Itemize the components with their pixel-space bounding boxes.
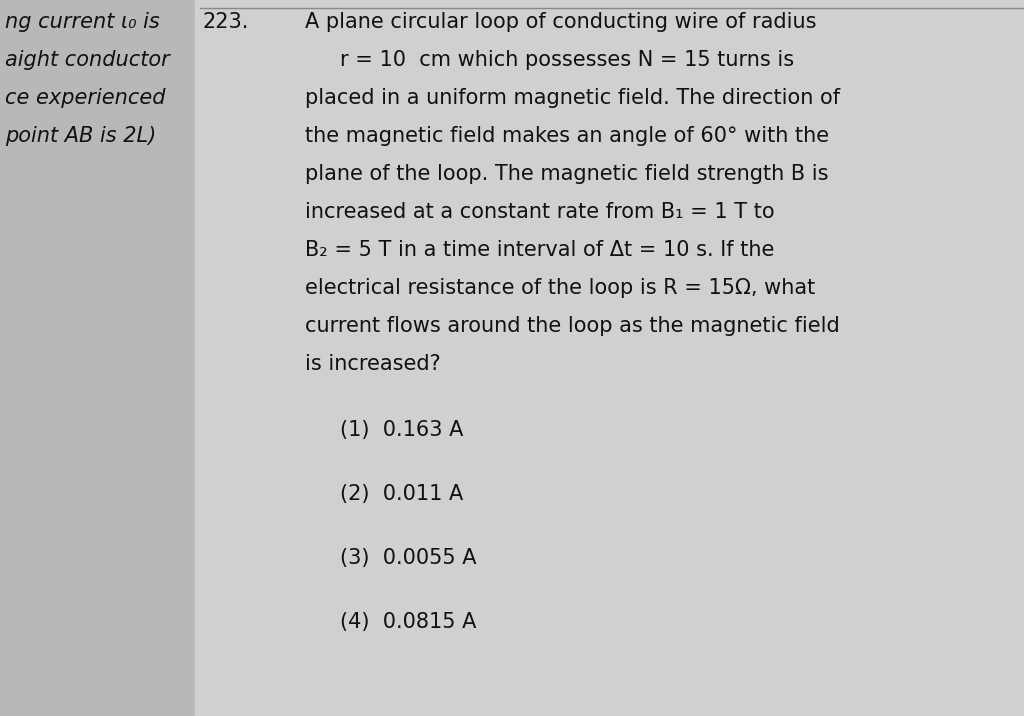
Bar bbox=[0, 0, 195, 716]
Text: A plane circular loop of conducting wire of radius: A plane circular loop of conducting wire… bbox=[305, 12, 816, 32]
Text: point AB is 2L): point AB is 2L) bbox=[5, 126, 157, 146]
Text: increased at a constant rate from B₁ = 1 T to: increased at a constant rate from B₁ = 1… bbox=[305, 202, 774, 222]
Text: B₂ = 5 T in a time interval of Δt = 10 s. If the: B₂ = 5 T in a time interval of Δt = 10 s… bbox=[305, 240, 774, 260]
Text: ce experienced: ce experienced bbox=[5, 88, 166, 108]
Text: current flows around the loop as the magnetic field: current flows around the loop as the mag… bbox=[305, 316, 840, 336]
Text: (3)  0.0055 A: (3) 0.0055 A bbox=[340, 548, 476, 568]
Text: aight conductor: aight conductor bbox=[5, 50, 170, 70]
Text: is increased?: is increased? bbox=[305, 354, 440, 374]
Text: electrical resistance of the loop is R = 15Ω, what: electrical resistance of the loop is R =… bbox=[305, 278, 815, 298]
Text: (4)  0.0815 A: (4) 0.0815 A bbox=[340, 612, 476, 632]
Bar bbox=[195, 0, 1024, 716]
Text: placed in a uniform magnetic field. The direction of: placed in a uniform magnetic field. The … bbox=[305, 88, 840, 108]
Text: (2)  0.011 A: (2) 0.011 A bbox=[340, 484, 463, 504]
Text: the magnetic field makes an angle of 60° with the: the magnetic field makes an angle of 60°… bbox=[305, 126, 829, 146]
Text: (1)  0.163 A: (1) 0.163 A bbox=[340, 420, 464, 440]
Text: r = 10  cm which possesses N = 15 turns is: r = 10 cm which possesses N = 15 turns i… bbox=[340, 50, 795, 70]
Text: ng current ι₀ is: ng current ι₀ is bbox=[5, 12, 160, 32]
Text: 223.: 223. bbox=[202, 12, 249, 32]
Text: plane of the loop. The magnetic field strength B is: plane of the loop. The magnetic field st… bbox=[305, 164, 828, 184]
